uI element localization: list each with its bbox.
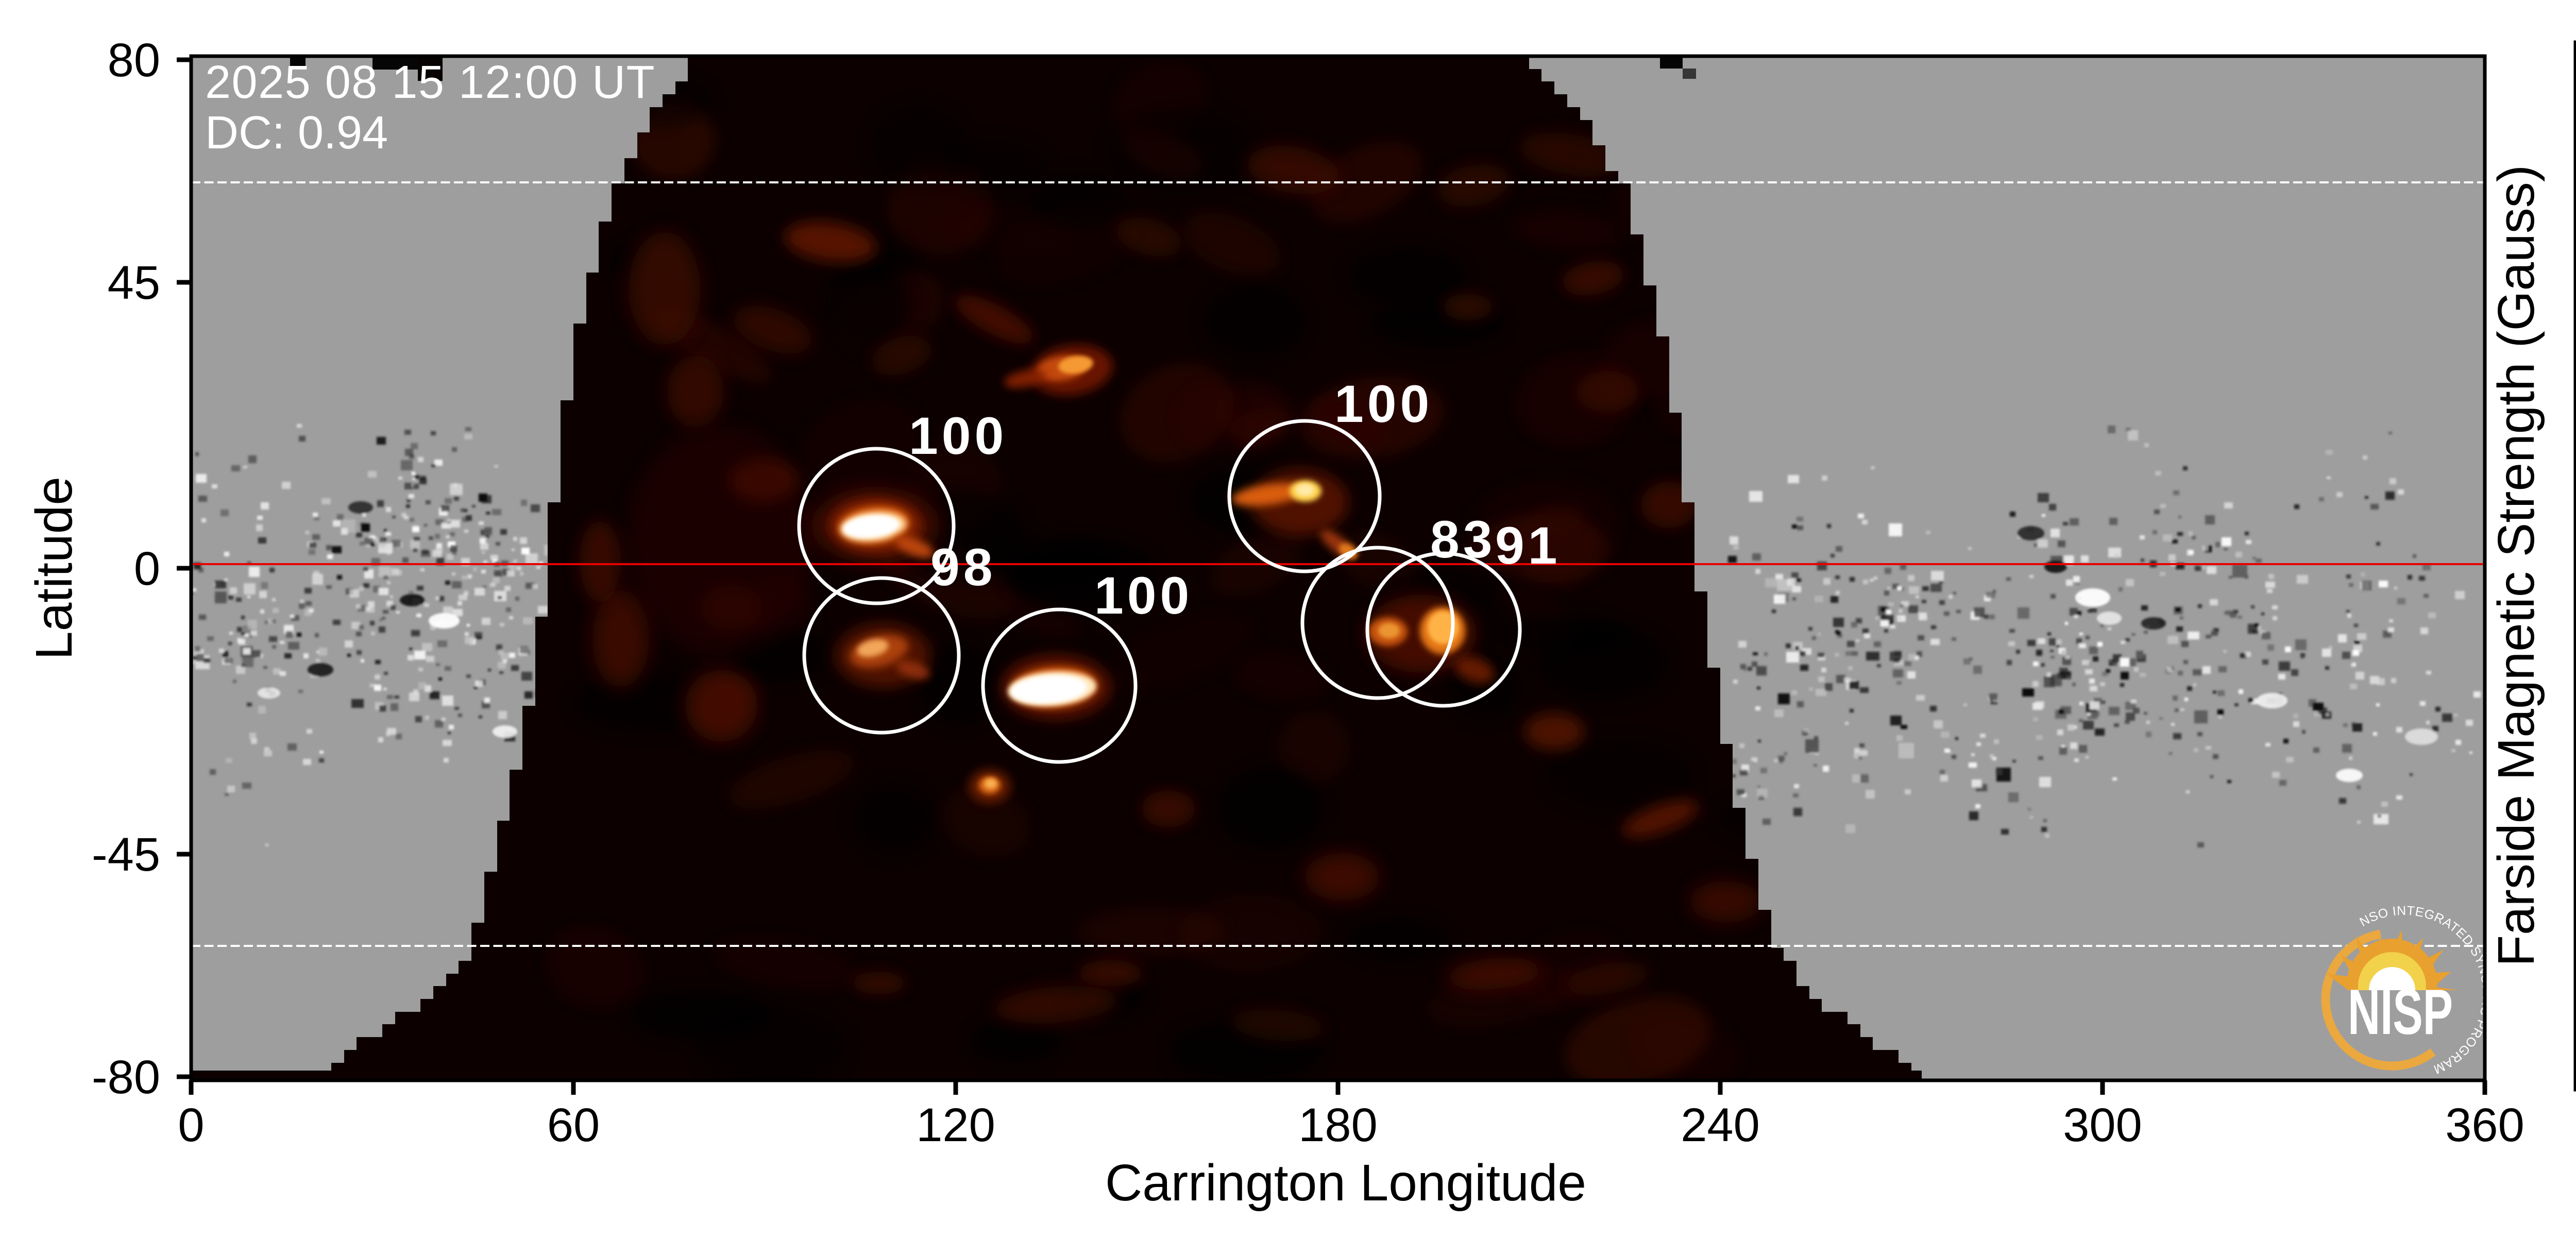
svg-text:80: 80 xyxy=(108,34,160,87)
svg-text:60: 60 xyxy=(547,1099,600,1151)
svg-text:2025 08 15 12:00 UT: 2025 08 15 12:00 UT xyxy=(205,57,655,108)
svg-text:0: 0 xyxy=(134,542,160,595)
svg-text:300: 300 xyxy=(2063,1099,2142,1151)
svg-text:83: 83 xyxy=(1430,510,1496,569)
svg-text:98: 98 xyxy=(930,538,996,597)
svg-text:100: 100 xyxy=(909,406,1007,465)
svg-text:100: 100 xyxy=(1094,566,1193,625)
svg-text:DC: 0.94: DC: 0.94 xyxy=(205,107,388,159)
svg-text:Carrington Longitude: Carrington Longitude xyxy=(1105,1154,1586,1212)
svg-text:-45: -45 xyxy=(92,828,160,881)
svg-text:Farside Magnetic Strength (Gau: Farside Magnetic Strength (Gauss) xyxy=(2487,165,2545,966)
svg-text:NISP: NISP xyxy=(2348,977,2453,1048)
svg-text:180: 180 xyxy=(1298,1099,1378,1151)
svg-text:45: 45 xyxy=(108,257,160,309)
svg-text:91: 91 xyxy=(1495,516,1561,575)
svg-text:240: 240 xyxy=(1681,1099,1760,1151)
svg-text:120: 120 xyxy=(916,1099,995,1151)
svg-text:360: 360 xyxy=(2445,1099,2524,1151)
svg-text:-80: -80 xyxy=(92,1051,160,1104)
svg-text:Latitude: Latitude xyxy=(25,477,83,660)
svg-text:0: 0 xyxy=(178,1099,204,1151)
svg-text:100: 100 xyxy=(1334,375,1433,433)
